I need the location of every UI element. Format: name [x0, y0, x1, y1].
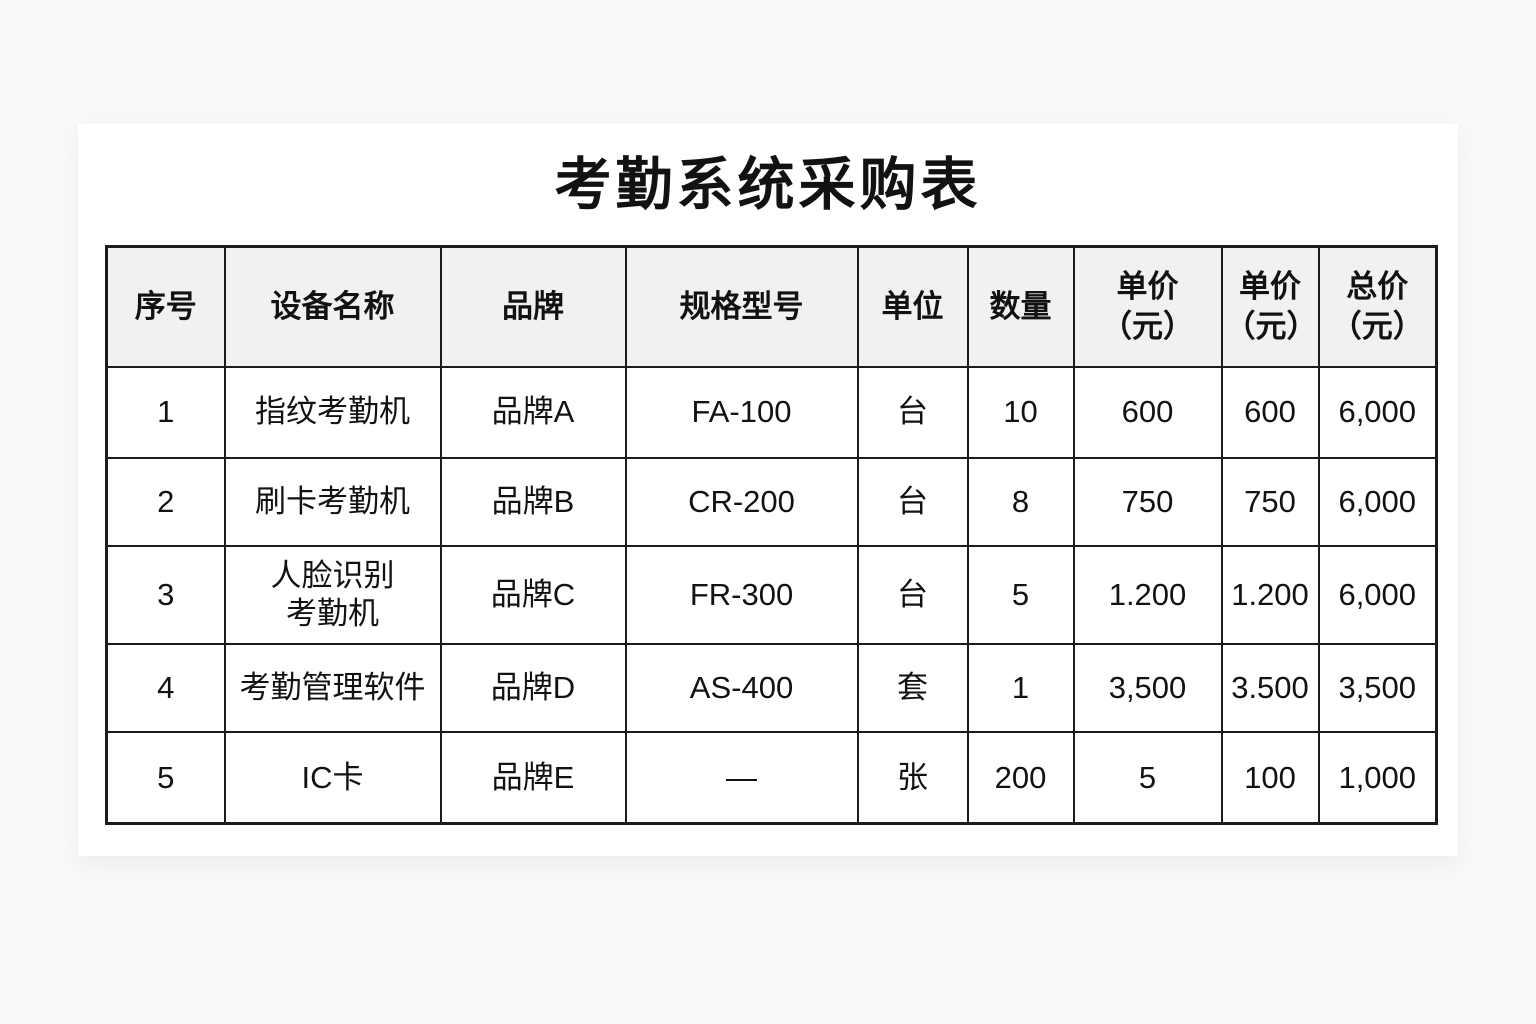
- table-cell: 5: [105, 730, 226, 825]
- header-row: 序号 设备名称 品牌 规格型号 单位 数量 单价 （元） 单价 （元） 总价 （…: [105, 245, 1438, 368]
- table-cell: 10: [966, 365, 1075, 459]
- table-cell: 人脸识别 考勤机: [223, 544, 442, 645]
- table-cell: 6,000: [1317, 544, 1438, 645]
- table-row: 5 IC卡 品牌E — 张 200 5 100 1,000: [105, 730, 1438, 825]
- col-header-quantity: 数量: [966, 245, 1075, 368]
- table-cell: 3.500: [1220, 642, 1320, 733]
- table-cell: 1.200: [1220, 544, 1320, 645]
- table-cell: 3,500: [1317, 642, 1438, 733]
- table-cell: 4: [105, 642, 226, 733]
- table-cell: FR-300: [624, 544, 859, 645]
- table-cell: 5: [1072, 730, 1223, 825]
- table-cell: CR-200: [624, 456, 859, 547]
- col-header-total-price: 总价 （元）: [1317, 245, 1438, 368]
- table-cell: 套: [856, 642, 969, 733]
- col-header-model: 规格型号: [624, 245, 859, 368]
- table-cell: 600: [1220, 365, 1320, 459]
- col-header-unit: 单位: [856, 245, 969, 368]
- table-cell: 台: [856, 365, 969, 459]
- purchase-table: 序号 设备名称 品牌 规格型号 单位 数量 单价 （元） 单价 （元） 总价 （…: [105, 245, 1438, 825]
- table-row: 2 刷卡考勤机 品牌B CR-200 台 8 750 750 6,000: [105, 456, 1438, 547]
- table-cell: 1: [105, 365, 226, 459]
- table-cell: 刷卡考勤机: [223, 456, 442, 547]
- table-cell: 张: [856, 730, 969, 825]
- table-cell: 6,000: [1317, 456, 1438, 547]
- table-cell: 1,000: [1317, 730, 1438, 825]
- col-header-brand: 品牌: [439, 245, 627, 368]
- table-cell: 1.200: [1072, 544, 1223, 645]
- table-cell: 3: [105, 544, 226, 645]
- table-cell: 750: [1220, 456, 1320, 547]
- table-cell: 5: [966, 544, 1075, 645]
- table-cell: 考勤管理软件: [223, 642, 442, 733]
- table-cell: 1: [966, 642, 1075, 733]
- table-cell: 750: [1072, 456, 1223, 547]
- table-cell: 台: [856, 456, 969, 547]
- table-cell: 品牌A: [439, 365, 627, 459]
- table-cell: 100: [1220, 730, 1320, 825]
- content-card: 考勤系统采购表 序号 设备名称 品牌 规格型号 单位 数量 单价 （元） 单价 …: [78, 124, 1458, 856]
- table-cell: 8: [966, 456, 1075, 547]
- table-row: 3 人脸识别 考勤机 品牌C FR-300 台 5 1.200 1.200 6,…: [105, 544, 1438, 645]
- table-cell: 品牌C: [439, 544, 627, 645]
- table-row: 4 考勤管理软件 品牌D AS-400 套 1 3,500 3.500 3,50…: [105, 642, 1438, 733]
- table-cell: 6,000: [1317, 365, 1438, 459]
- table-cell: FA-100: [624, 365, 859, 459]
- col-header-unit-price-2: 单价 （元）: [1220, 245, 1320, 368]
- table-cell: 3,500: [1072, 642, 1223, 733]
- col-header-unit-price-1: 单价 （元）: [1072, 245, 1223, 368]
- table-row: 1 指纹考勤机 品牌A FA-100 台 10 600 600 6,000: [105, 365, 1438, 459]
- table-cell: IC卡: [223, 730, 442, 825]
- table-cell: 200: [966, 730, 1075, 825]
- page-title: 考勤系统采购表: [554, 153, 982, 217]
- table-cell: 600: [1072, 365, 1223, 459]
- col-header-serial: 序号: [105, 245, 226, 368]
- table-cell: 品牌E: [439, 730, 627, 825]
- table-cell: 品牌B: [439, 456, 627, 547]
- table-cell: 品牌D: [439, 642, 627, 733]
- table-cell: 指纹考勤机: [223, 365, 442, 459]
- table-cell: 2: [105, 456, 226, 547]
- table-cell: —: [624, 730, 859, 825]
- table-cell: AS-400: [624, 642, 859, 733]
- col-header-device-name: 设备名称: [223, 245, 442, 368]
- table-cell: 台: [856, 544, 969, 645]
